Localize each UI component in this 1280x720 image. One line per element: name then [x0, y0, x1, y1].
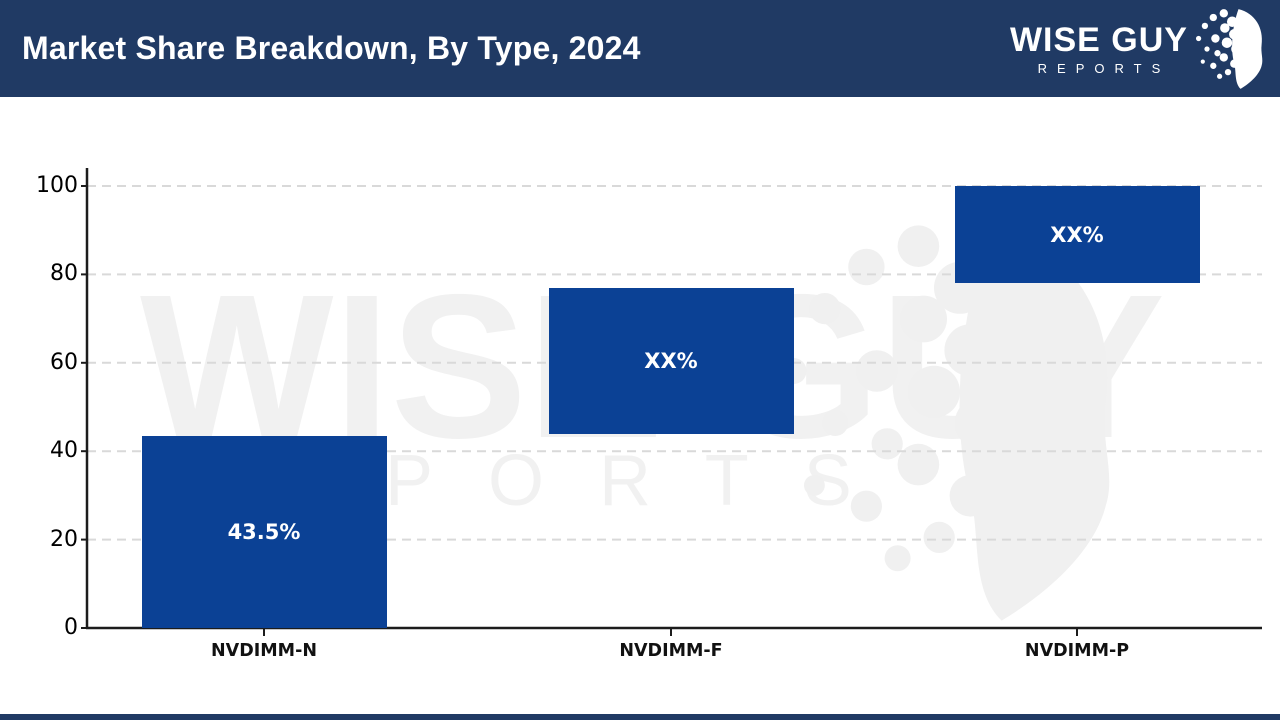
footer-bar [0, 714, 1280, 720]
logo-wordmark: WISE GUY [1009, 20, 1188, 59]
y-axis-tick-label: 0 [64, 615, 78, 640]
logo-face-icon [1195, 8, 1263, 89]
bar-value-label: XX% [1050, 222, 1104, 247]
x-axis-category-label: NVDIMM-N [211, 641, 317, 661]
y-axis-tick-label: 100 [36, 173, 78, 198]
y-axis-tick-label: 60 [50, 349, 78, 375]
y-axis-tick-label: 40 [50, 438, 78, 464]
chart-area: WISE GUY REPORTS 0 20 40 60 80 100 43.5% NVDIMM… [0, 97, 1280, 714]
brand-logo: WISE GUY REPORTS [1010, 7, 1266, 91]
logo-subtext: REPORTS [1037, 60, 1171, 76]
bar: XX% [954, 186, 1200, 284]
bar-value-label: 43.5% [227, 519, 301, 544]
y-axis-tick-label: 20 [50, 526, 78, 552]
y-axis-tick-label: 80 [50, 261, 78, 287]
watermark-face [780, 225, 1110, 621]
bar-value-label: XX% [644, 348, 698, 373]
x-axis-category-label: NVDIMM-F [619, 641, 723, 661]
header: Market Share Breakdown, By Type, 2024 WI… [0, 0, 1280, 97]
bar: XX% [548, 287, 794, 434]
bar: 43.5% [141, 435, 387, 628]
page-title: Market Share Breakdown, By Type, 2024 [22, 30, 641, 66]
x-axis-category-label: NVDIMM-P [1024, 641, 1130, 661]
